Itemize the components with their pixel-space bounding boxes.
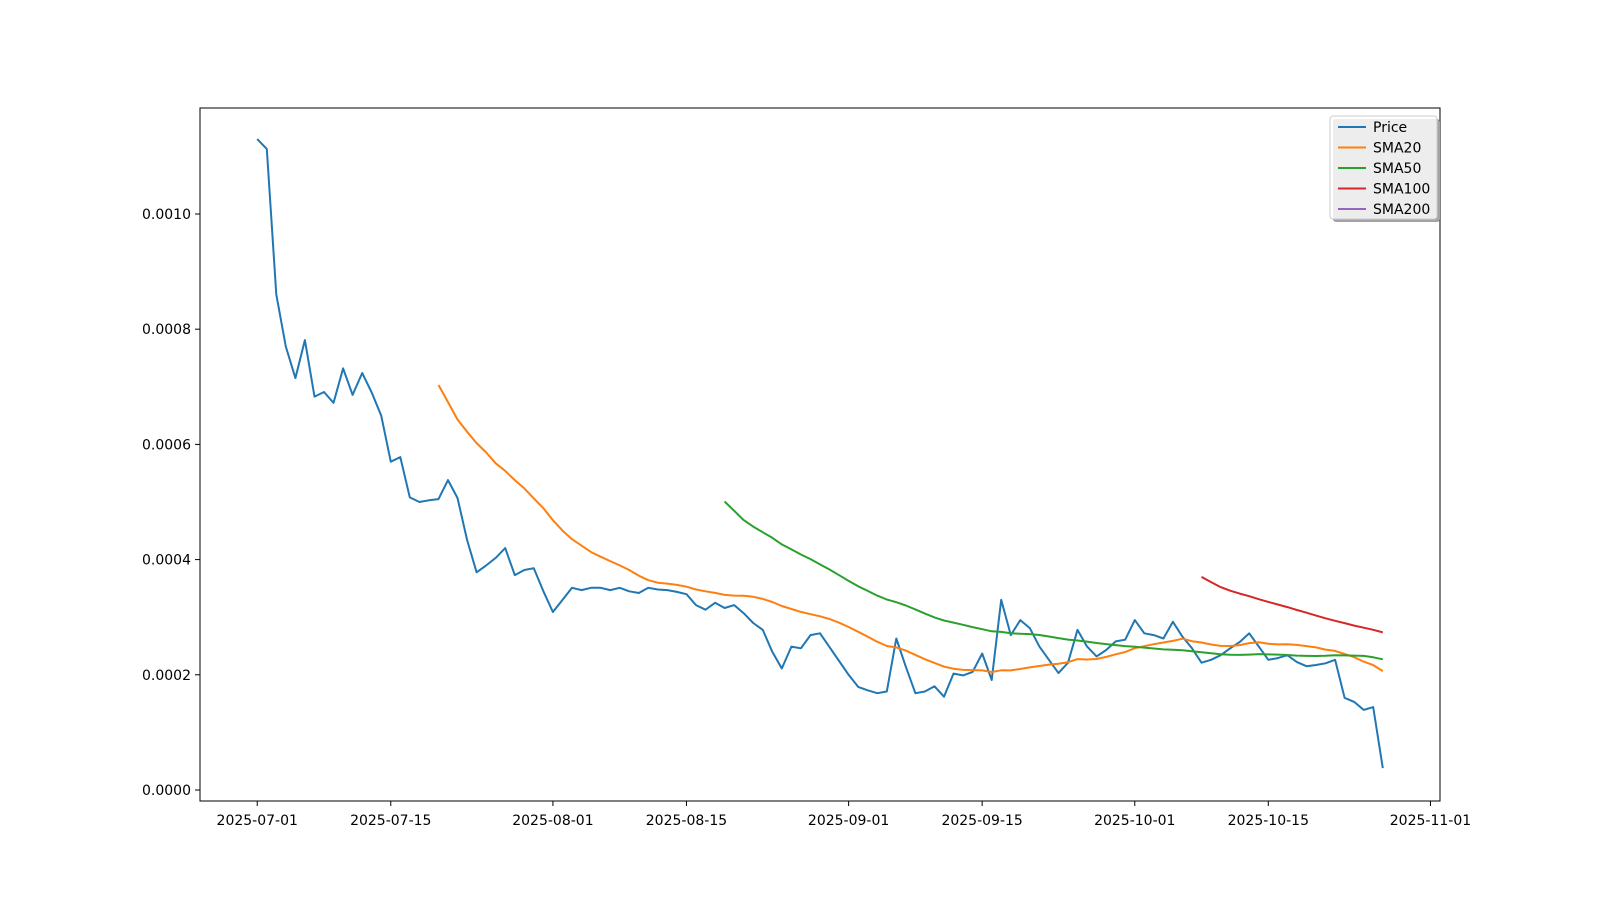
legend-label-sma20: SMA20: [1373, 141, 1421, 157]
axes-spines: [199, 107, 1441, 802]
x-tick-label: 2025-08-01: [512, 813, 593, 829]
legend-label-sma50: SMA50: [1373, 161, 1421, 177]
x-tick-label: 2025-10-01: [1094, 813, 1175, 829]
x-tick-label: 2025-10-15: [1228, 813, 1309, 829]
series-line-sma100: [1201, 576, 1384, 634]
legend-label-sma100: SMA100: [1373, 182, 1430, 198]
legend-label-sma200: SMA200: [1373, 202, 1430, 218]
y-tick-label: 0.0004: [142, 553, 191, 569]
legend-label-price: Price: [1373, 120, 1407, 136]
y-tick-label: 0.0000: [142, 783, 191, 799]
legend-box: [1329, 115, 1438, 220]
x-tick-label: 2025-08-15: [646, 813, 727, 829]
plot-frame: [199, 107, 1441, 802]
x-tick-label: 2025-07-15: [350, 813, 431, 829]
x-axis-ticks: 2025-07-01 2025-07-15 2025-08-01 2025-08-15…: [217, 801, 1471, 829]
x-tick-label: 2025-09-01: [808, 813, 889, 829]
legend: Price SMA20 SMA50 SMA100 SMA200: [1329, 115, 1440, 222]
series-lines: [256, 138, 1384, 769]
series-line-sma20: [437, 384, 1384, 673]
y-tick-label: 0.0002: [142, 668, 191, 684]
y-axis-ticks: 0.0000 0.0002 0.0004 0.0006 0.0008 0.0010: [142, 207, 200, 799]
x-tick-label: 2025-07-01: [217, 813, 298, 829]
series-line-price: [256, 138, 1384, 769]
y-tick-label: 0.0008: [142, 322, 191, 338]
y-tick-label: 0.0006: [142, 437, 191, 453]
x-tick-label: 2025-11-01: [1390, 813, 1471, 829]
series-line-sma50: [723, 500, 1384, 661]
x-tick-label: 2025-09-15: [941, 813, 1022, 829]
y-tick-label: 0.0010: [142, 207, 191, 223]
